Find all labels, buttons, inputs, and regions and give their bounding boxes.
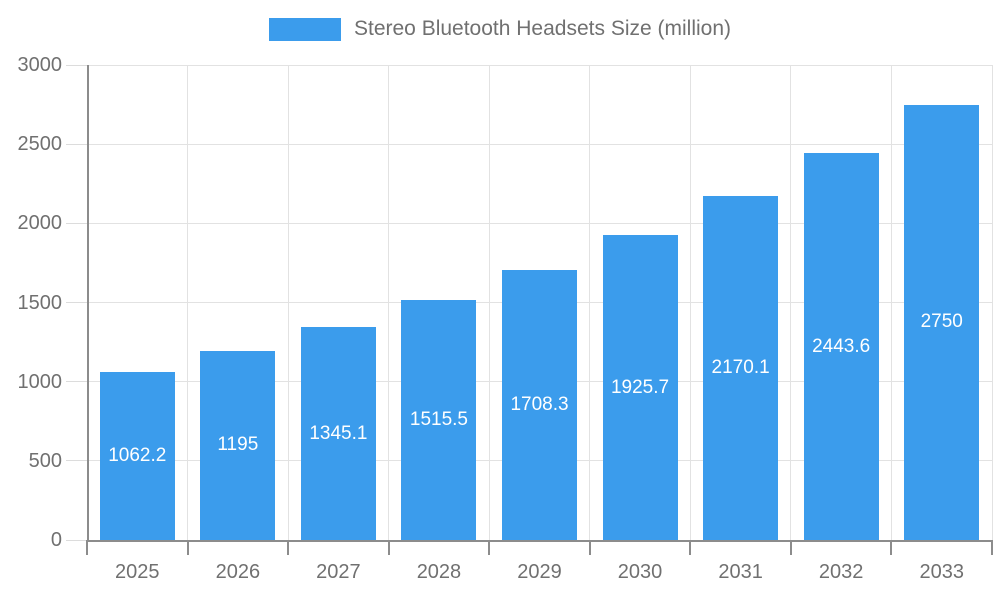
bar-2028	[401, 300, 476, 540]
y-axis-tick-label: 0	[50, 529, 62, 551]
x-gridline	[388, 65, 390, 540]
y-axis-tick-label: 500	[28, 449, 62, 472]
y-axis-tick	[66, 302, 87, 303]
bar-value-label: 1195	[217, 434, 259, 456]
y-gridline	[87, 222, 992, 224]
y-axis-tick	[66, 143, 87, 145]
x-axis-tick	[991, 540, 993, 555]
bar-2027	[301, 327, 376, 540]
x-gridline	[790, 65, 792, 540]
y-axis-tick-label: 2000	[17, 212, 63, 235]
x-axis-tick-label: 2033	[919, 561, 964, 583]
bar-value-label: 1515.5	[409, 409, 468, 431]
y-axis-tick-label: 1500	[17, 291, 63, 314]
y-axis-tick	[66, 381, 87, 383]
y-gridline	[87, 143, 992, 145]
plot-area: 0 500 1000 1500 2000 2500 3000 1062.2 2025 1195 20…	[18, 55, 993, 583]
x-axis-tick	[588, 540, 591, 555]
bar-value-label: 2170.1	[711, 357, 770, 379]
y-axis-tick	[66, 460, 87, 462]
bar-2026	[200, 350, 275, 540]
x-gridline	[991, 65, 993, 540]
y-axis-tick-label: 3000	[17, 54, 63, 76]
x-axis-tick	[689, 540, 692, 555]
bar-2030	[603, 235, 678, 540]
x-axis-tick-label: 2025	[115, 561, 160, 583]
x-axis-tick-label: 2027	[316, 561, 361, 583]
x-axis-tick	[287, 540, 290, 555]
legend-swatch	[268, 17, 341, 41]
y-gridline	[87, 64, 992, 66]
x-gridline	[890, 65, 892, 540]
x-axis-tick-label: 2032	[818, 561, 864, 583]
y-axis-tick	[66, 64, 87, 66]
bar-value-label: 1925.7	[610, 376, 670, 398]
bar-2033	[904, 104, 979, 540]
x-axis-tick-label: 2029	[517, 561, 562, 583]
x-axis-tick	[890, 540, 893, 555]
x-gridline	[187, 65, 189, 540]
y-axis-tick	[66, 222, 87, 224]
y-axis-line	[87, 65, 89, 540]
y-axis-tick-label: 2500	[17, 133, 63, 156]
x-axis-tick-label: 2028	[416, 561, 462, 583]
legend-label: Stereo Bluetooth Headsets Size (million)	[353, 17, 731, 40]
x-axis-tick	[186, 540, 189, 555]
bar-value-label: 2443.6	[812, 335, 871, 357]
x-gridline	[287, 65, 289, 540]
bar-2032	[804, 153, 879, 540]
bar-value-label: 2750	[920, 311, 963, 333]
x-axis-tick	[387, 540, 390, 555]
bar-value-label: 1062.2	[108, 444, 167, 466]
x-gridline	[689, 65, 691, 540]
x-axis-line	[87, 540, 992, 542]
x-axis-tick	[789, 540, 792, 555]
x-gridline	[488, 65, 490, 540]
x-axis-tick	[86, 540, 88, 555]
x-axis-tick	[488, 540, 491, 555]
x-axis-tick-label: 2026	[215, 561, 261, 583]
bar-2029	[502, 269, 577, 540]
chart-legend[interactable]: Stereo Bluetooth Headsets Size (million)	[0, 17, 1000, 41]
bar-value-label: 1345.1	[309, 422, 368, 444]
bar-value-label: 1708.3	[510, 393, 569, 415]
bar-2025	[100, 371, 175, 540]
y-axis-tick-label: 1000	[17, 370, 63, 393]
x-axis-tick-label: 2031	[718, 561, 763, 583]
y-axis-tick	[66, 539, 87, 541]
x-axis-tick-label: 2030	[617, 561, 663, 583]
bar-2031	[703, 196, 778, 540]
x-gridline	[589, 65, 591, 540]
